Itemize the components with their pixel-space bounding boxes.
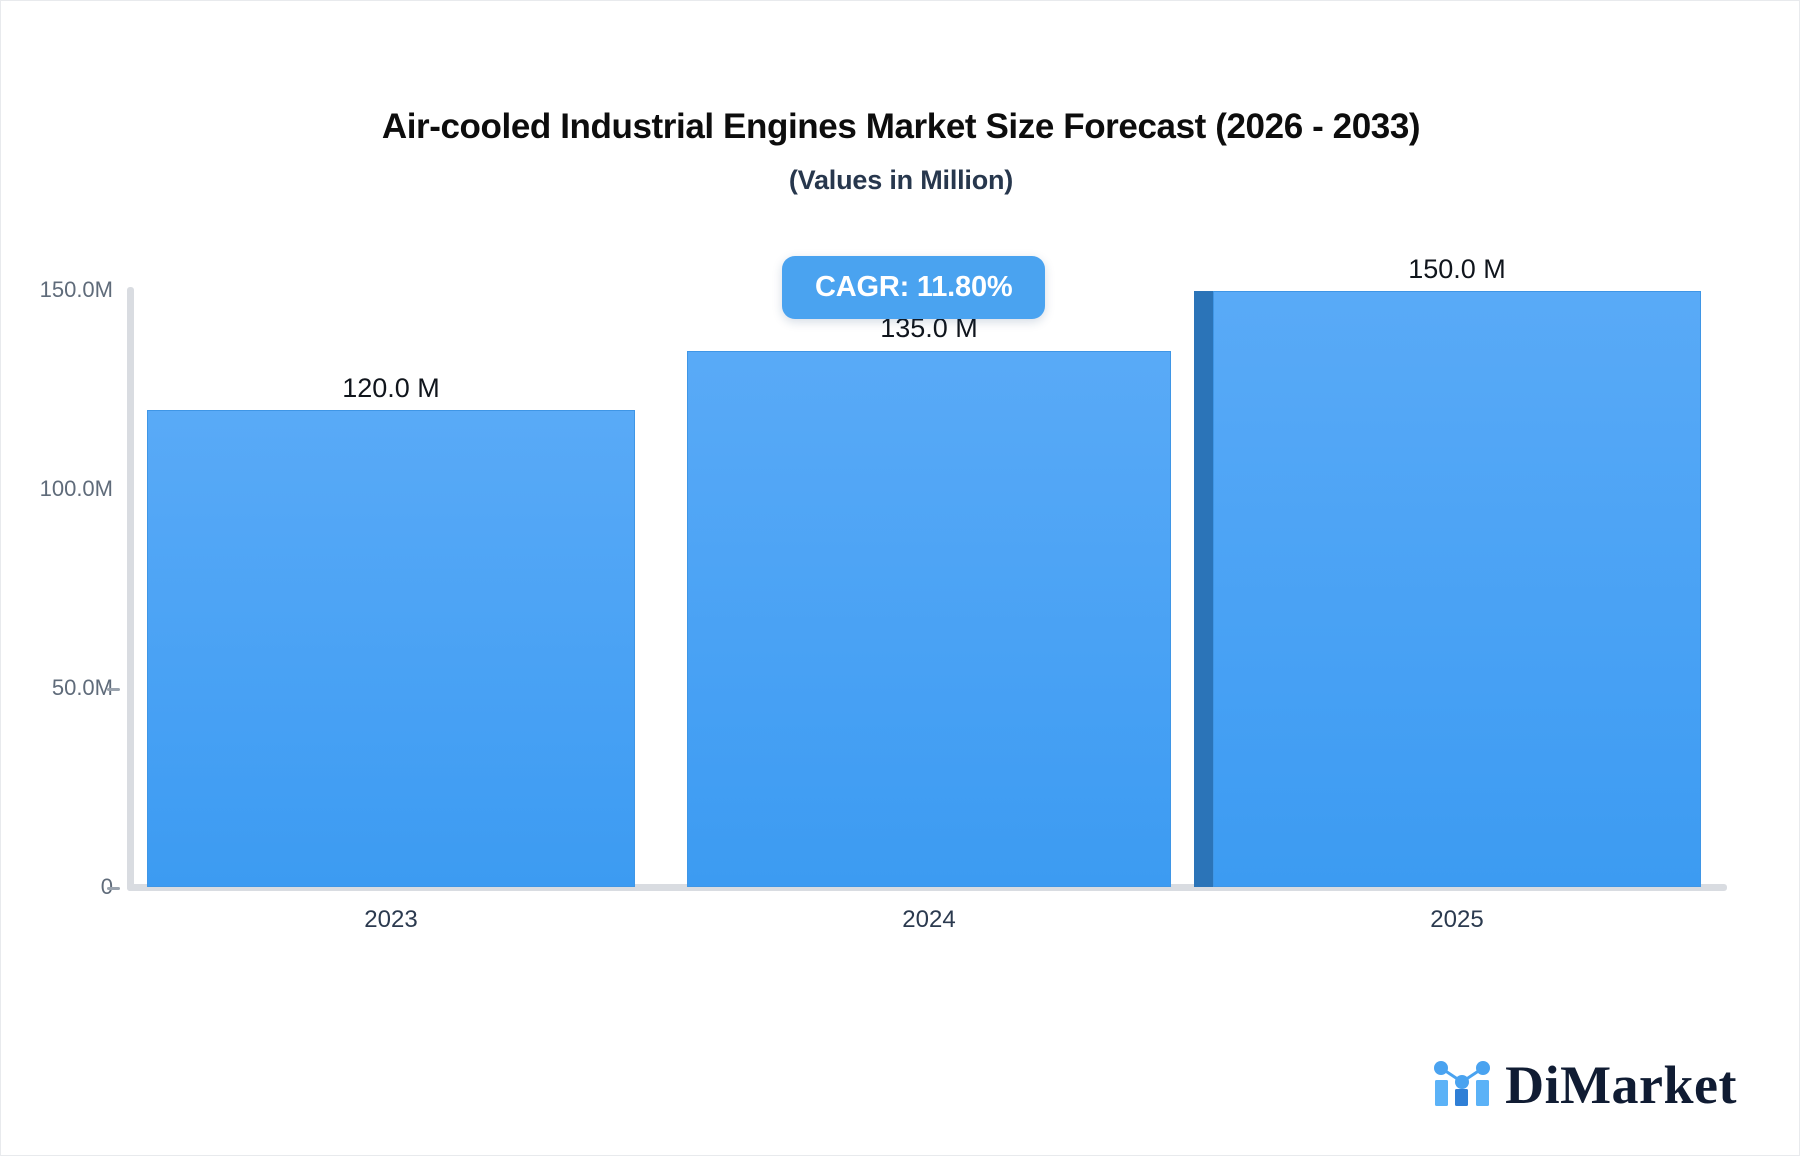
- bar-chart-logo-icon: [1433, 1056, 1491, 1113]
- chart-subtitle: (Values in Million): [788, 164, 1014, 195]
- y-axis-tick-label-150: 150.0M: [39, 277, 113, 302]
- bar-2024[interactable]: [687, 351, 1171, 887]
- y-axis-tick-label-50: 50.0M: [51, 675, 113, 700]
- x-axis-tick-label-2024: 2024: [902, 906, 956, 933]
- y-axis-line: [127, 287, 134, 891]
- bar-2025[interactable]: [1213, 291, 1701, 887]
- y-axis-tick-mark-0: [107, 887, 120, 890]
- title-block: Air-cooled Industrial Engines Market Siz…: [1, 105, 1799, 196]
- y-axis-tick-label-100: 100.0M: [39, 476, 113, 501]
- cagr-badge: CAGR: 11.80%: [782, 256, 1046, 319]
- brand-name: DiMarket: [1505, 1054, 1737, 1115]
- bar-value-label-2025: 150.0 M: [1408, 254, 1506, 284]
- y-axis-tick-label-0: 0: [13, 874, 113, 900]
- page-title: Air-cooled Industrial Engines Market Siz…: [381, 107, 1421, 146]
- bar-side-panel-2025: [1194, 291, 1213, 887]
- x-axis-tick-label-2023: 2023: [364, 906, 418, 933]
- bar-2023[interactable]: [147, 410, 635, 887]
- x-axis-line: [127, 884, 1727, 891]
- x-axis-tick-label-2025: 2025: [1430, 906, 1484, 933]
- bar-value-label-2023: 120.0 M: [342, 373, 440, 403]
- y-axis-tick-mark-50: [107, 688, 120, 691]
- brand-logo: DiMarket: [1433, 1056, 1737, 1113]
